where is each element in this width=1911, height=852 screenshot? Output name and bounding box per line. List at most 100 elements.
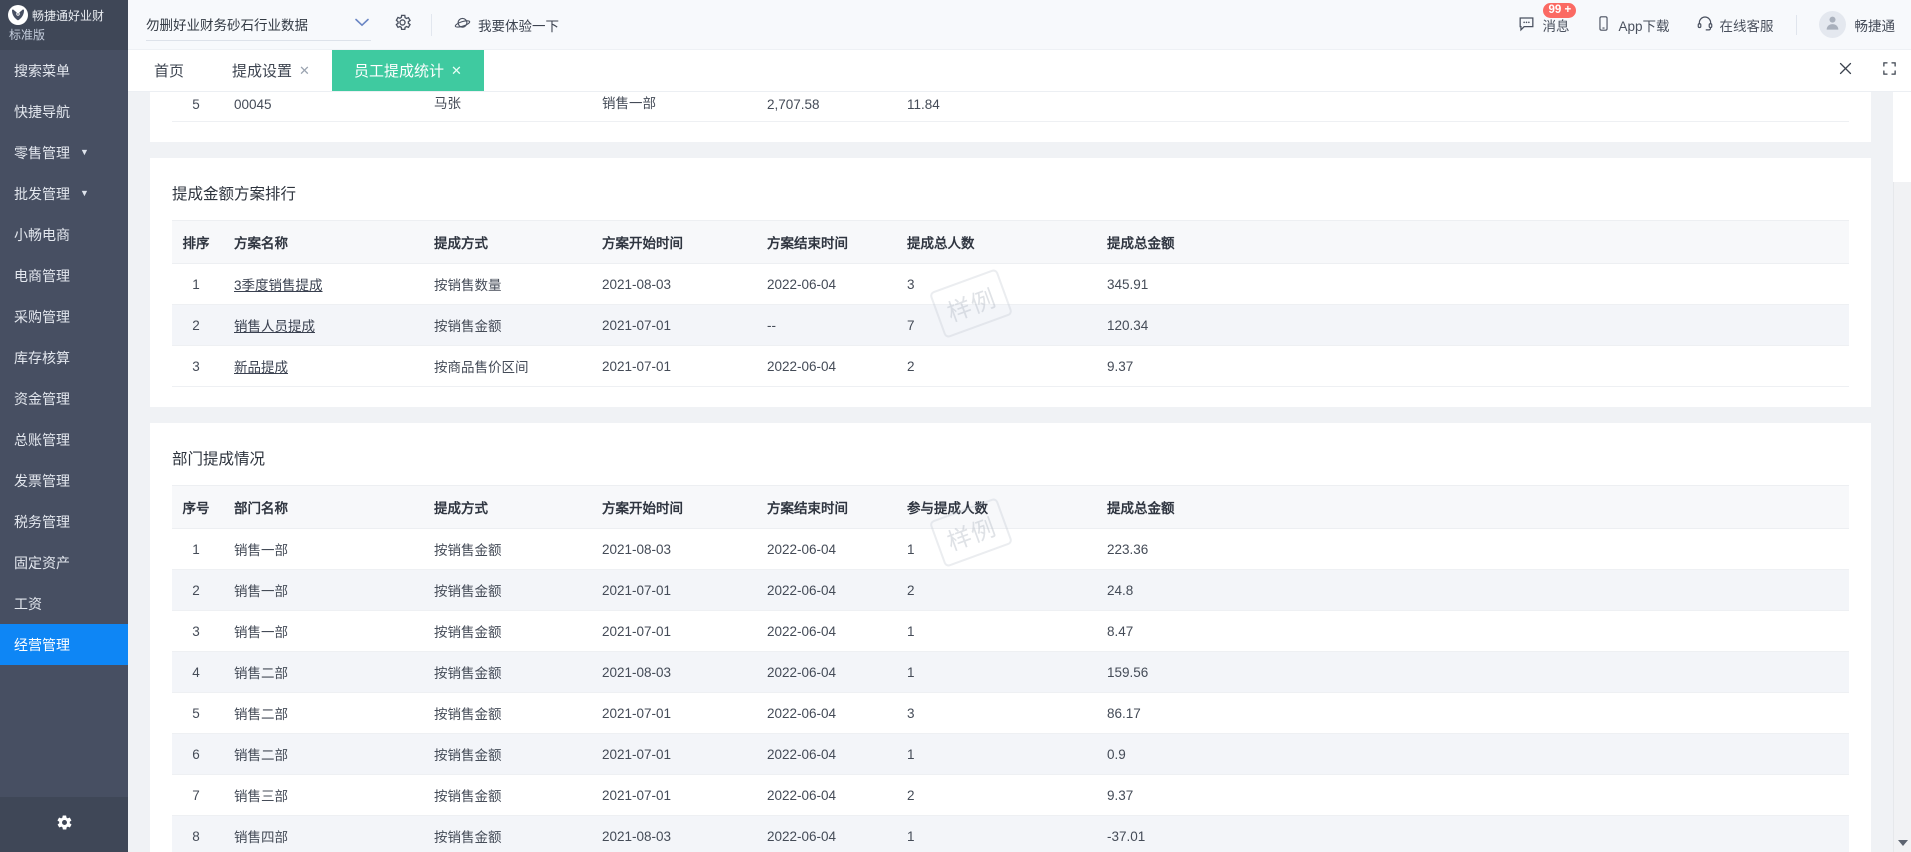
avatar[interactable] (1818, 11, 1846, 38)
sidebar-item-inventory[interactable]: 库存核算 (0, 337, 128, 378)
cell-person: 马张 (420, 92, 588, 122)
sidebar-item-quick-nav[interactable]: 快捷导航 (0, 91, 128, 132)
sidebar-item-label: 库存核算 (14, 349, 70, 366)
sidebar-item-wholesale[interactable]: 批发管理 ▼ (0, 173, 128, 214)
table-row[interactable]: 2 销售人员提成 按销售金额 2021-07-01 -- 7 120.34 (172, 304, 1849, 346)
cell-plan-name[interactable]: 销售人员提成 (220, 304, 420, 346)
sidebar-item-label: 批发管理 (14, 185, 70, 202)
plan-link[interactable]: 销售人员提成 (234, 319, 315, 334)
cell-participants: 1 (893, 651, 1093, 693)
messages-button[interactable]: 消息 99 + (1517, 2, 1577, 36)
cell-total-amount: 24.8 (1093, 569, 1849, 611)
sidebar-item-fixed-assets[interactable]: 固定资产 (0, 542, 128, 583)
sidebar-item-label: 快捷导航 (14, 103, 70, 120)
status-badge: 99 + (1543, 2, 1577, 19)
vertical-scrollbar[interactable] (1893, 92, 1911, 852)
tab-label: 首页 (154, 63, 185, 80)
settings-button[interactable] (391, 14, 413, 36)
cell-plan-name[interactable]: 3季度销售提成 (220, 263, 420, 305)
fullscreen-button[interactable] (1867, 50, 1911, 91)
cell-start-time: 2021-08-03 (588, 263, 753, 305)
table-row[interactable]: 2 销售一部 按销售金额 2021-07-01 2022-06-04 2 24.… (172, 569, 1849, 611)
cell-start-time: 2021-07-01 (588, 610, 753, 652)
cell-code: 00045 (220, 92, 420, 122)
table-row[interactable]: 1 销售一部 按销售金额 2021-08-03 2022-06-04 1 223… (172, 528, 1849, 570)
cell-end-time: 2022-06-04 (753, 528, 893, 570)
online-service-label: 在线客服 (1719, 18, 1774, 34)
experience-button[interactable]: 我要体验一下 (454, 15, 559, 35)
account-select[interactable]: 勿删好业财务砂石行业数据 (146, 9, 371, 41)
sidebar-item-tax[interactable]: 税务管理 (0, 501, 128, 542)
cell-start-time: 2021-07-01 (588, 569, 753, 611)
cell-participants: 1 (893, 733, 1093, 775)
table-row[interactable]: 7 销售三部 按销售金额 2021-07-01 2022-06-04 2 9.3… (172, 774, 1849, 816)
cell-dept-name: 销售一部 (220, 569, 420, 611)
scroll-down-button[interactable] (1894, 834, 1911, 852)
online-service-button[interactable]: 在线客服 (1696, 14, 1774, 35)
cell-dept-name: 销售二部 (220, 692, 420, 734)
col-dept-name: 部门名称 (220, 485, 420, 529)
table-row[interactable]: 5 销售二部 按销售金额 2021-07-01 2022-06-04 3 86.… (172, 692, 1849, 734)
sidebar-item-label: 资金管理 (14, 390, 70, 407)
fullscreen-icon (1882, 61, 1897, 81)
table-row[interactable]: 8 销售四部 按销售金额 2021-08-03 2022-06-04 1 -37… (172, 815, 1849, 852)
cell-participants: 2 (893, 569, 1093, 611)
close-all-tabs-button[interactable] (1823, 50, 1867, 91)
close-icon[interactable]: ✕ (450, 63, 462, 78)
cell-seq: 1 (172, 528, 220, 570)
scrollbar-track-top (1893, 92, 1911, 182)
chanjet-logo-icon (8, 5, 28, 25)
col-plan-name: 方案名称 (220, 220, 420, 264)
message-icon (1517, 14, 1536, 36)
section-title: 部门提成情况 (172, 451, 266, 468)
cell-seq: 7 (172, 774, 220, 816)
cell-plan-name[interactable]: 新品提成 (220, 345, 420, 387)
cell-start-time: 2021-08-03 (588, 528, 753, 570)
plan-link[interactable]: 3季度销售提成 (234, 278, 323, 293)
col-total-amount: 提成总金额 (1093, 485, 1849, 529)
tab-commission-settings[interactable]: 提成设置 ✕ (210, 50, 332, 91)
dept-commission-body: 1 销售一部 按销售金额 2021-08-03 2022-06-04 1 223… (172, 528, 1849, 852)
cell-dept-name: 销售一部 (220, 528, 420, 570)
table-header-row: 序号 部门名称 提成方式 方案开始时间 方案结束时间 参与提成人数 提成总金额 (172, 485, 1849, 529)
tab-employee-commission-stats[interactable]: 员工提成统计 ✕ (331, 50, 484, 91)
sidebar-item-ecommerce-mgmt[interactable]: 电商管理 (0, 255, 128, 296)
sidebar-item-label: 经营管理 (14, 636, 70, 653)
plan-link[interactable]: 新品提成 (234, 360, 288, 375)
sidebar-item-search-menu[interactable]: 搜索菜单 (0, 50, 128, 91)
gear-icon (393, 13, 412, 37)
sidebar-settings-button[interactable] (0, 797, 128, 852)
table-row[interactable]: 1 3季度销售提成 按销售数量 2021-08-03 2022-06-04 3 … (172, 263, 1849, 305)
table-row[interactable]: 6 销售二部 按销售金额 2021-07-01 2022-06-04 1 0.9 (172, 733, 1849, 775)
sidebar-item-label: 小畅电商 (14, 226, 70, 243)
cell-method: 按销售金额 (420, 651, 588, 693)
sidebar-item-salary[interactable]: 工资 (0, 583, 128, 624)
app-download-button[interactable]: App下载 (1595, 15, 1670, 35)
sidebar-item-funds[interactable]: 资金管理 (0, 378, 128, 419)
sidebar-item-business-mgmt[interactable]: 经营管理 (0, 624, 128, 665)
brand-logo[interactable]: 畅捷通好业财 标准版 (0, 0, 128, 50)
cell-seq: 8 (172, 815, 220, 852)
sidebar-item-invoice[interactable]: 发票管理 (0, 460, 128, 501)
table-row[interactable]: 3 销售一部 按销售金额 2021-07-01 2022-06-04 1 8.4… (172, 610, 1849, 652)
table-row[interactable]: 5 00045 马张 销售一部 2,707.58 11.84 (172, 92, 1849, 122)
cell-seq: 3 (172, 610, 220, 652)
table-row[interactable]: 3 新品提成 按商品售价区间 2021-07-01 2022-06-04 2 9… (172, 345, 1849, 387)
sidebar-item-xiaochang-ecommerce[interactable]: 小畅电商 (0, 214, 128, 255)
sidebar-item-label: 发票管理 (14, 472, 70, 489)
col-start-time: 方案开始时间 (588, 220, 753, 264)
brand-name: 畅捷通好业财 (32, 8, 105, 23)
cell-participants: 2 (893, 774, 1093, 816)
page-title: 提成金额方案排行 (172, 186, 297, 203)
table-row[interactable]: 4 销售二部 按销售金额 2021-08-03 2022-06-04 1 159… (172, 651, 1849, 693)
headset-icon (1696, 14, 1714, 35)
cell-rank: 1 (172, 263, 220, 305)
cell-method: 按销售金额 (420, 692, 588, 734)
close-icon[interactable]: ✕ (299, 63, 310, 78)
tab-home[interactable]: 首页 (128, 50, 210, 91)
sidebar-item-purchase[interactable]: 采购管理 (0, 296, 128, 337)
sidebar-item-retail[interactable]: 零售管理 ▼ (0, 132, 128, 173)
sidebar-item-general-ledger[interactable]: 总账管理 (0, 419, 128, 460)
col-end-time: 方案结束时间 (753, 220, 893, 264)
